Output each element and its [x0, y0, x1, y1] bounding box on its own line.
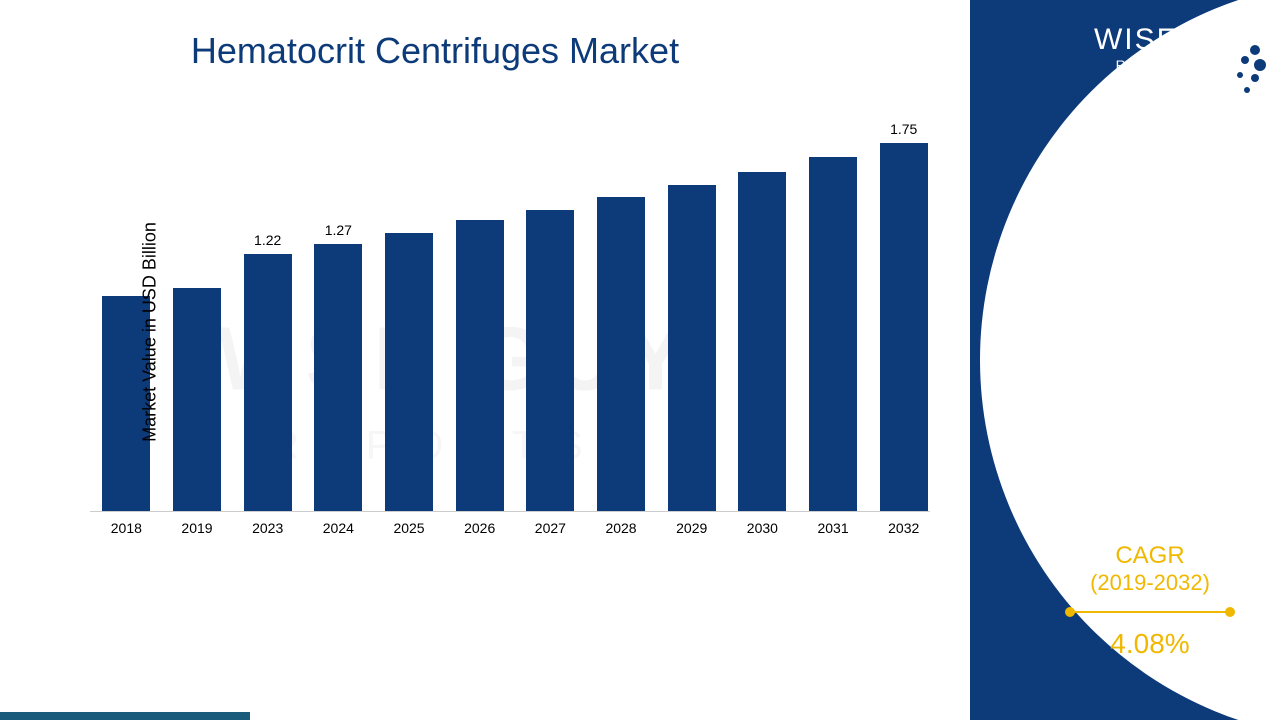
chart-title: Hematocrit Centrifuges Market	[0, 30, 950, 72]
bar-value-label: 1.27	[325, 222, 352, 240]
bar-wrapper: 1.75	[877, 121, 930, 511]
x-label-wrapper: 2029	[665, 512, 718, 536]
x-axis-label: 2024	[323, 520, 354, 536]
bar-wrapper: 1.22	[241, 232, 294, 511]
x-axis-label: 2032	[888, 520, 919, 536]
x-label-wrapper: 2018	[100, 512, 153, 536]
main-container: WISE GUY REPORTS Hematocrit Centrifuges …	[0, 0, 1280, 720]
x-label-wrapper: 2030	[736, 512, 789, 536]
y-axis-label: Market Value in USD Billion	[139, 222, 160, 442]
bar	[173, 288, 221, 511]
head-profile-icon	[1205, 20, 1280, 130]
x-axis-label: 2029	[676, 520, 707, 536]
cagr-title: CAGR	[1050, 542, 1250, 570]
bar-wrapper	[807, 135, 860, 511]
bar-value-label: 1.22	[254, 232, 281, 250]
x-axis-label: 2018	[111, 520, 142, 536]
x-label-wrapper: 2031	[807, 512, 860, 536]
bar	[809, 157, 857, 511]
cagr-value: 4.08%	[1050, 628, 1250, 660]
bar	[385, 233, 433, 511]
x-label-wrapper: 2024	[312, 512, 365, 536]
bar-wrapper	[383, 211, 436, 511]
x-label-wrapper: 2028	[595, 512, 648, 536]
right-panel: WISE GUY REPORTS CAGR (2019-2032) 4.08%	[970, 0, 1280, 720]
x-label-wrapper: 2023	[241, 512, 294, 536]
bar-wrapper	[595, 175, 648, 511]
bar	[880, 143, 928, 511]
x-axis-label: 2025	[393, 520, 424, 536]
bar	[526, 210, 574, 511]
x-axis-label: 2027	[535, 520, 566, 536]
x-label-wrapper: 2027	[524, 512, 577, 536]
bar	[597, 197, 645, 511]
bar-wrapper	[171, 266, 224, 511]
x-axis-label: 2019	[181, 520, 212, 536]
bar	[668, 185, 716, 511]
x-axis-label: 2028	[605, 520, 636, 536]
bar	[456, 220, 504, 511]
bar-wrapper: 1.27	[312, 222, 365, 511]
x-axis-label: 2030	[747, 520, 778, 536]
chart-main-area: WISE GUY REPORTS Hematocrit Centrifuges …	[0, 0, 970, 720]
bar	[244, 254, 292, 511]
bar-wrapper	[524, 188, 577, 511]
x-label-wrapper: 2019	[171, 512, 224, 536]
bar	[314, 244, 362, 511]
x-axis-label: 2026	[464, 520, 495, 536]
x-axis-label: 2023	[252, 520, 283, 536]
chart-area: Market Value in USD Billion 1.22 1.27 1.75…	[90, 112, 930, 552]
bars-container: 1.22 1.27 1.75	[90, 112, 930, 512]
cagr-divider-line	[1070, 611, 1230, 613]
bottom-accent-bar	[0, 712, 250, 720]
x-label-wrapper: 2032	[877, 512, 930, 536]
bar-wrapper	[453, 198, 506, 511]
cagr-years: (2019-2032)	[1050, 570, 1250, 596]
cagr-area: CAGR (2019-2032) 4.08%	[1050, 542, 1250, 660]
bar-wrapper	[665, 163, 718, 511]
x-label-wrapper: 2026	[453, 512, 506, 536]
bar-value-label: 1.75	[890, 121, 917, 139]
x-axis-label: 2031	[817, 520, 848, 536]
bar-wrapper	[736, 150, 789, 511]
x-axis-labels: 2018 2019 2023 2024 2025 2026 2027 2028 2029 2030…	[90, 512, 930, 536]
x-label-wrapper: 2025	[383, 512, 436, 536]
bar	[738, 172, 786, 511]
